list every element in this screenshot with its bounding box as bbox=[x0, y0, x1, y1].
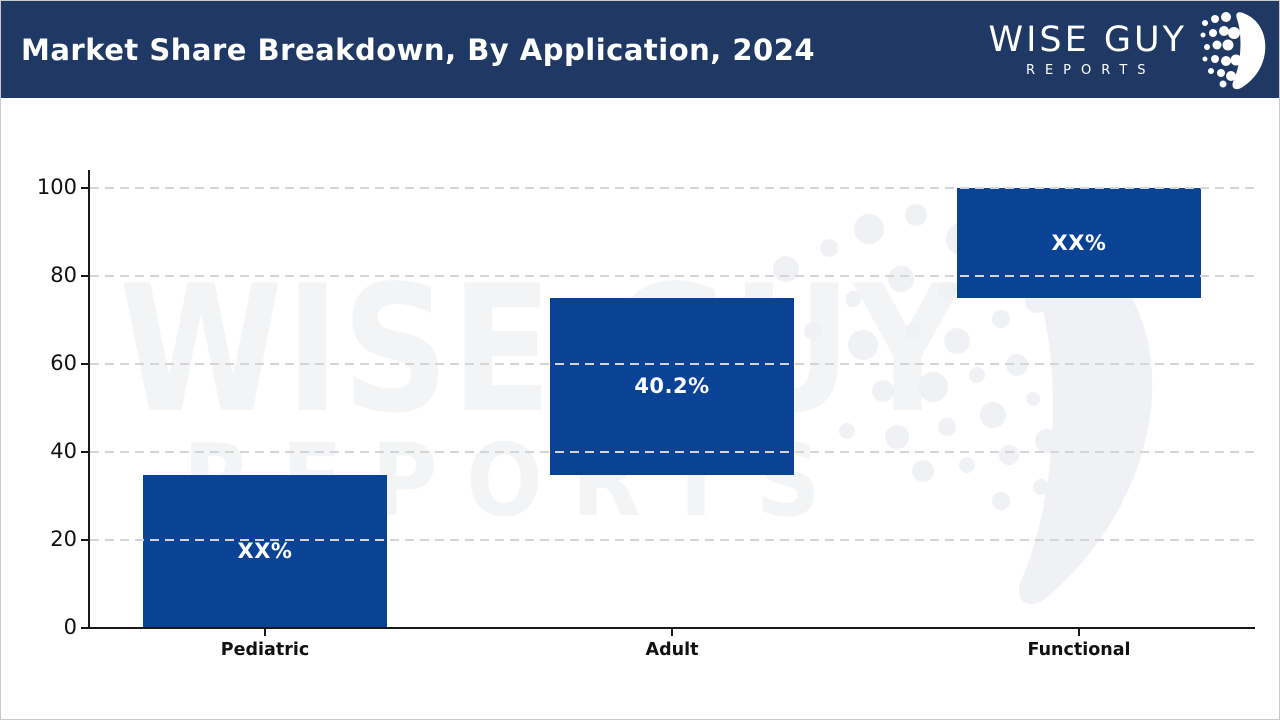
bar-pediatric: XX% bbox=[143, 474, 387, 628]
y-tick-mark bbox=[81, 539, 88, 541]
y-tick-label: 20 bbox=[50, 527, 77, 551]
watermark-wordmark: WISE GUY bbox=[119, 249, 964, 452]
wiseguy-face-icon bbox=[1200, 12, 1266, 90]
y-tick-label: 80 bbox=[50, 263, 77, 287]
x-tick-mark bbox=[264, 629, 266, 636]
x-tick-mark bbox=[1078, 629, 1080, 636]
y-tick-label: 0 bbox=[63, 615, 77, 639]
brand-wordmark: WISE GUY bbox=[988, 20, 1187, 60]
header: Market Share Breakdown, By Application, … bbox=[1, 1, 1279, 98]
gridline-y60 bbox=[90, 363, 1254, 365]
brand-logo: WISE GUY REPORTS bbox=[988, 7, 1267, 93]
gridline-y20 bbox=[90, 539, 1254, 541]
y-tick-label: 100 bbox=[36, 175, 77, 199]
gridline-y80 bbox=[90, 275, 1254, 277]
x-tick-mark bbox=[671, 629, 673, 636]
gridline-y100 bbox=[90, 187, 1254, 189]
x-category-label: Pediatric bbox=[220, 640, 310, 660]
x-category-label: Functional bbox=[1027, 640, 1131, 660]
y-tick-mark bbox=[81, 451, 88, 453]
bar-value-label: 40.2% bbox=[634, 374, 710, 399]
brand-reports-text: REPORTS bbox=[1025, 63, 1156, 78]
brand-text: WISE GUY REPORTS bbox=[988, 20, 1187, 78]
y-tick-mark bbox=[81, 187, 88, 189]
y-tick-mark bbox=[81, 275, 88, 277]
y-axis-spine bbox=[88, 170, 90, 629]
y-tick-label: 40 bbox=[50, 439, 77, 463]
gridline-y40 bbox=[90, 451, 1254, 453]
y-tick-label: 60 bbox=[50, 351, 77, 375]
y-tick-mark bbox=[81, 363, 88, 365]
bar-value-label: XX% bbox=[1051, 231, 1107, 255]
y-tick-mark bbox=[81, 627, 88, 629]
x-axis-spine bbox=[88, 627, 1255, 629]
bar-value-label: XX% bbox=[237, 539, 293, 564]
page-title: Market Share Breakdown, By Application, … bbox=[21, 32, 816, 67]
bar-adult: 40.2% bbox=[550, 298, 794, 475]
x-category-label: Adult bbox=[645, 640, 699, 660]
bar-functional: XX% bbox=[957, 188, 1201, 298]
watermark-reports-text: REPORTS bbox=[183, 422, 850, 539]
